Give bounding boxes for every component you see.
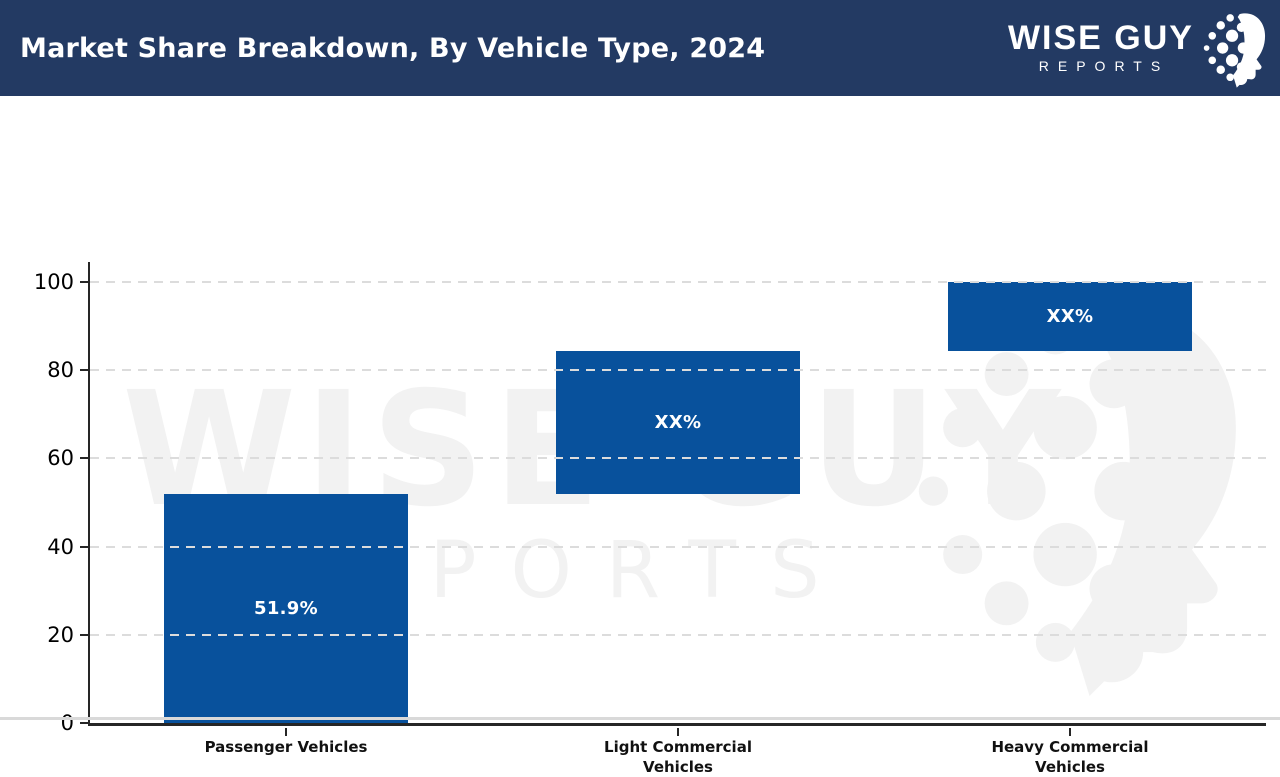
y-tick-label: 80 [47, 358, 74, 383]
x-category-label: Light Commercial Vehicles [604, 738, 752, 776]
header: Market Share Breakdown, By Vehicle Type,… [0, 0, 1280, 96]
y-axis-tick [80, 633, 88, 636]
x-category-label: Passenger Vehicles [204, 738, 368, 756]
gridline [90, 281, 1266, 283]
y-axis-tick [80, 281, 88, 283]
gridline [90, 369, 1266, 372]
x-axis-tick [677, 728, 679, 736]
y-axis-tick [80, 545, 88, 548]
bottom-border [0, 717, 1280, 720]
y-tick-label: 0 [60, 711, 74, 735]
y-tick-label: 20 [47, 622, 74, 647]
bar-3: XX% [948, 282, 1192, 352]
gridline [90, 457, 1266, 460]
bar-value-label: XX% [1046, 306, 1094, 328]
x-axis-tick [285, 728, 287, 736]
x-category-label: Heavy Commercial Vehicles [991, 738, 1149, 776]
y-tick-label: 40 [47, 534, 74, 559]
logo-wordmark: WISE GUY [1007, 19, 1194, 57]
wiseguy-logo: WISE GUY REPORTS [1008, 6, 1266, 90]
y-tick-label: 100 [33, 270, 74, 294]
logo-subtitle: REPORTS [1038, 58, 1170, 74]
gridline [90, 633, 1266, 636]
plot-area: 0 20 40 60 80 100 51.9% Passenger Vehicles XX% Li… [34, 262, 1266, 776]
bar-2: XX% [556, 351, 800, 495]
bar-value-label: 51.9% [254, 598, 318, 620]
y-axis-tick [80, 369, 88, 372]
y-axis-tick [80, 722, 88, 724]
x-axis-tick [1069, 728, 1071, 736]
bar-1: 51.9% [164, 494, 408, 723]
page-title: Market Share Breakdown, By Vehicle Type,… [20, 32, 766, 64]
logo-text: WISE GUY REPORTS [1008, 20, 1194, 74]
gridline [90, 545, 1266, 548]
y-axis-tick [80, 457, 88, 460]
face-profile-icon [1203, 13, 1266, 88]
chart-area: WISE GUY REPORTS 0 20 40 60 80 100 51.9% Passen… [0, 96, 1280, 776]
y-tick-label: 60 [47, 446, 74, 471]
bar-value-label: XX% [654, 412, 702, 434]
